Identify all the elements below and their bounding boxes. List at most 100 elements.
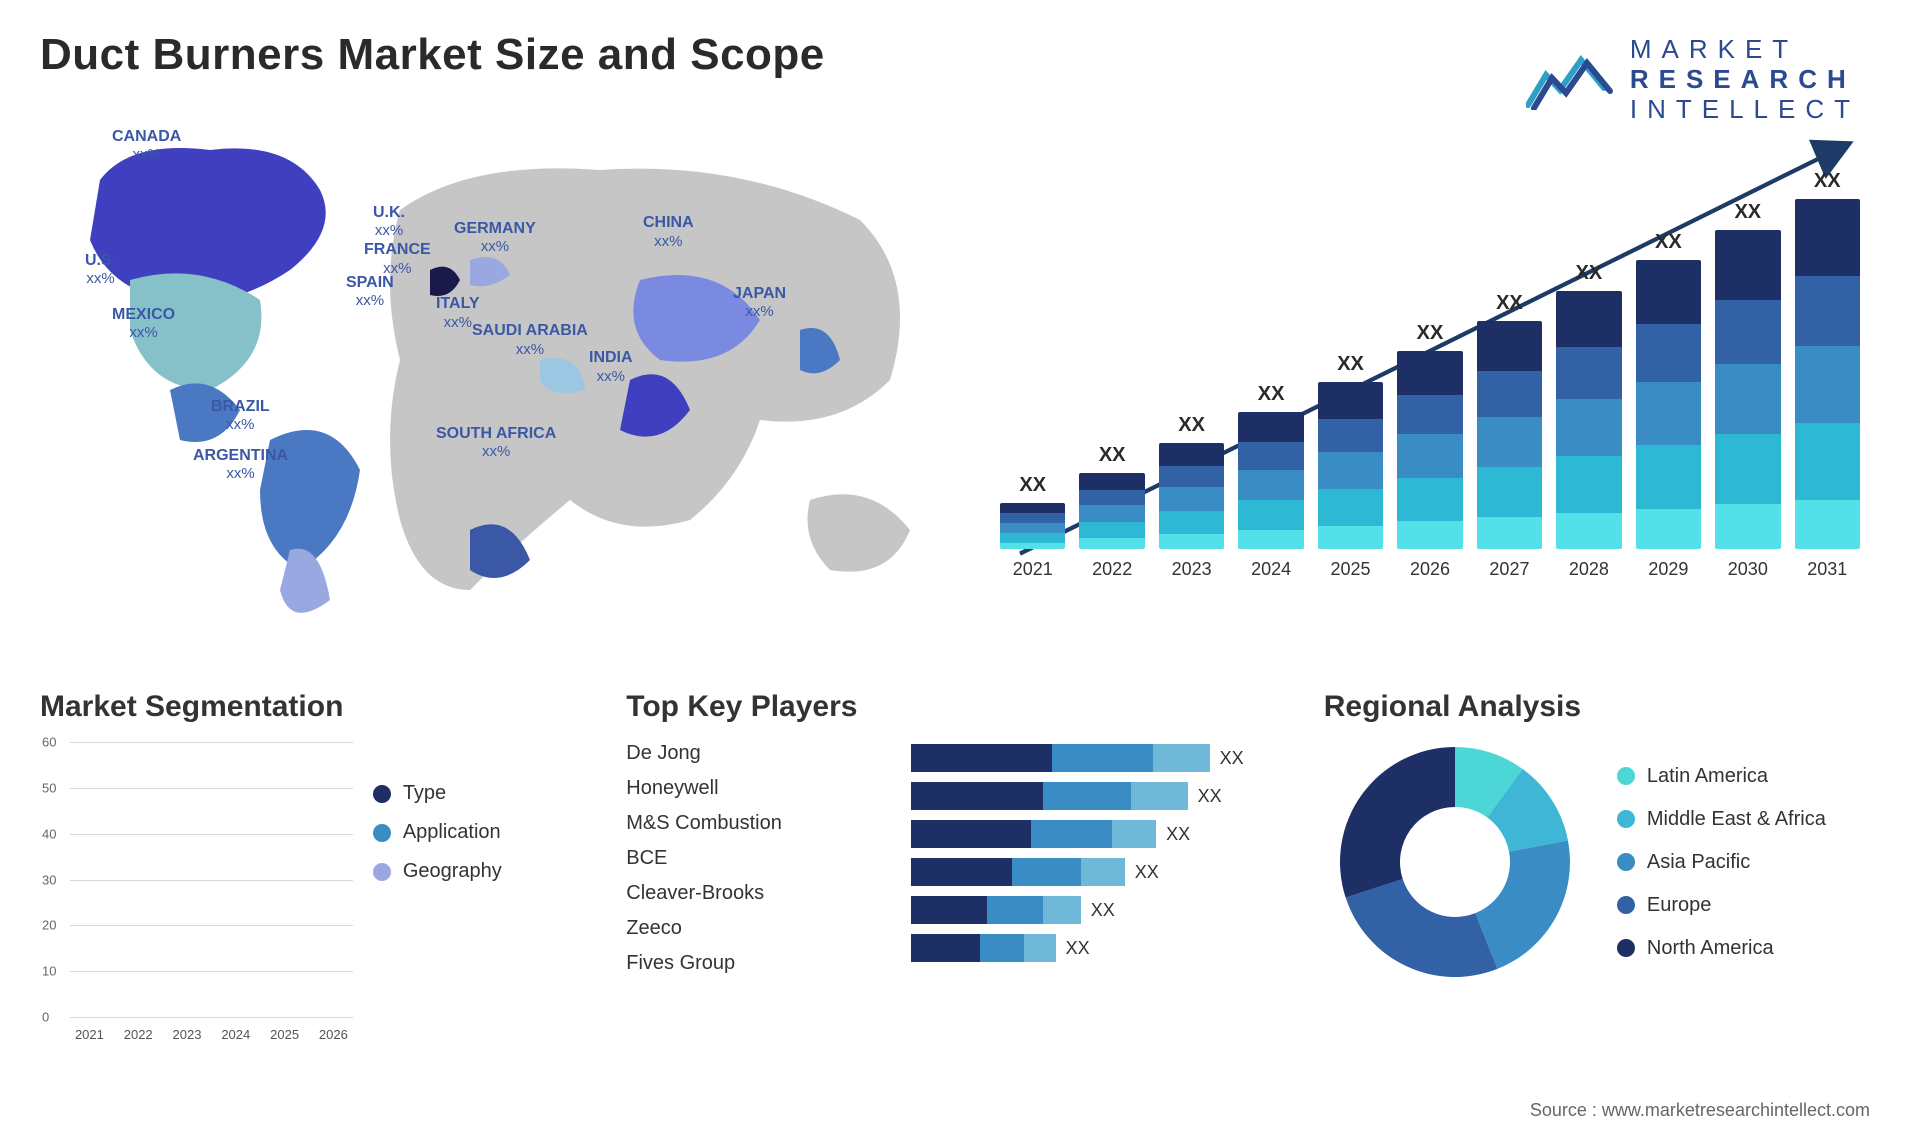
bar-year-label: 2028 (1569, 559, 1609, 580)
bar-year-label: 2031 (1807, 559, 1847, 580)
bar-value-label: XX (1337, 353, 1364, 376)
players-bars: XXXXXXXXXXXX (911, 742, 1294, 975)
bar-segment (1477, 467, 1542, 517)
y-tick: 60 (42, 735, 56, 750)
map-label: CANADAxx% (112, 127, 181, 164)
bar-segment (1238, 442, 1303, 469)
growth-bar: XX2031 (1795, 170, 1860, 580)
bar-segment (1397, 434, 1462, 477)
map-label: SOUTH AFRICAxx% (436, 424, 556, 461)
seg-x-label: 2025 (265, 1027, 304, 1042)
bar-segment (1715, 230, 1780, 300)
player-bar-segment (1131, 782, 1188, 810)
growth-bar: XX 2023 (1159, 414, 1224, 580)
map-label: U.S.xx% (85, 251, 116, 288)
bar-segment (1795, 346, 1860, 423)
bar-segment (1477, 417, 1542, 467)
bar-year-label: 2029 (1648, 559, 1688, 580)
player-bar-segment (1153, 744, 1210, 772)
bar-segment (1000, 503, 1065, 513)
bar-segment (1318, 382, 1383, 419)
player-name: Zeeco (626, 917, 891, 940)
map-label: BRAZILxx% (211, 397, 270, 434)
bar-segment (1318, 489, 1383, 526)
bar-segment (1397, 521, 1462, 549)
player-bar-segment (911, 782, 1043, 810)
segmentation-legend: TypeApplicationGeography (373, 742, 596, 883)
y-tick: 30 (42, 872, 56, 887)
bar-value-label: XX (1576, 262, 1603, 285)
y-tick: 50 (42, 780, 56, 795)
bar-segment (1636, 324, 1701, 382)
bar-segment (1477, 517, 1542, 549)
bar-segment (1159, 511, 1224, 534)
segmentation-chart: 0102030405060 202120222023202420252026 (40, 742, 353, 1042)
world-map-panel: CANADAxx%U.S.xx%MEXICOxx%BRAZILxx%ARGENT… (40, 100, 940, 640)
player-bar-row: XX (911, 858, 1294, 886)
player-bar-label: XX (1135, 862, 1159, 883)
bar-segment (1397, 351, 1462, 394)
gridline (70, 1017, 353, 1018)
player-bar-segment (1043, 782, 1131, 810)
legend-item: Asia Pacific (1617, 851, 1880, 874)
bar-segment (1000, 543, 1065, 549)
legend-item: Middle East & Africa (1617, 808, 1880, 831)
bar-segment (1238, 530, 1303, 549)
bar-segment (1715, 504, 1780, 549)
bar-year-label: 2027 (1489, 559, 1529, 580)
legend-item: Latin America (1617, 765, 1880, 788)
player-bar-label: XX (1166, 824, 1190, 845)
bar-year-label: 2023 (1172, 559, 1212, 580)
player-name: BCE (626, 847, 891, 870)
bar-segment (1795, 500, 1860, 549)
seg-x-label: 2024 (216, 1027, 255, 1042)
y-tick: 10 (42, 964, 56, 979)
bar-value-label: XX (1734, 201, 1761, 224)
logo-line1: MARKET (1630, 35, 1860, 65)
regional-section: Regional Analysis Latin AmericaMiddle Ea… (1324, 690, 1880, 1070)
y-tick: 20 (42, 918, 56, 933)
legend-label: Asia Pacific (1647, 851, 1750, 874)
bar-segment (1636, 260, 1701, 324)
bar-segment (1556, 291, 1621, 348)
player-bar-row: XX (911, 820, 1294, 848)
regional-legend: Latin America Middle East & Africa Asia Pa… (1617, 765, 1880, 960)
bar-year-label: 2021 (1013, 559, 1053, 580)
growth-bar: XX2026 (1397, 322, 1462, 580)
growth-bar: XX 2021 (1000, 474, 1065, 580)
seg-x-label: 2026 (314, 1027, 353, 1042)
bar-segment (1000, 513, 1065, 522)
player-bar-row: XX (911, 782, 1294, 810)
world-map (40, 100, 940, 640)
growth-bar: XX 2025 (1318, 353, 1383, 580)
swatch-icon (1617, 853, 1635, 871)
growth-bar: XX2029 (1636, 231, 1701, 580)
player-bar-segment (980, 934, 1024, 962)
player-name: Fives Group (626, 952, 891, 975)
bar-value-label: XX (1178, 414, 1205, 437)
seg-x-label: 2023 (168, 1027, 207, 1042)
players-list: De JongHoneywellM&S CombustionBCECleaver… (626, 742, 891, 975)
player-bar-row: XX (911, 744, 1294, 772)
bar-segment (1159, 466, 1224, 487)
bar-year-label: 2025 (1331, 559, 1371, 580)
bar-segment (1000, 533, 1065, 543)
player-bar-label: XX (1220, 748, 1244, 769)
bar-year-label: 2024 (1251, 559, 1291, 580)
swatch-icon (1617, 939, 1635, 957)
growth-chart-panel: XX 2021 XX 2022 XX 2023 XX 2024 XX 2025 XX2026 XX20… (980, 100, 1880, 640)
player-bar-row: XX (911, 934, 1294, 962)
player-bar-label: XX (1198, 786, 1222, 807)
player-bar-segment (987, 896, 1044, 924)
segmentation-title: Market Segmentation (40, 690, 596, 724)
player-bar-segment (1012, 858, 1081, 886)
player-bar-segment (911, 858, 1012, 886)
map-label: ARGENTINAxx% (193, 446, 288, 483)
legend-item: Europe (1617, 894, 1880, 917)
legend-label: Latin America (1647, 765, 1768, 788)
bar-year-label: 2022 (1092, 559, 1132, 580)
bar-value-label: XX (1019, 474, 1046, 497)
bar-segment (1556, 347, 1621, 399)
player-name: De Jong (626, 742, 891, 765)
source-text: Source : www.marketresearchintellect.com (1530, 1100, 1870, 1121)
